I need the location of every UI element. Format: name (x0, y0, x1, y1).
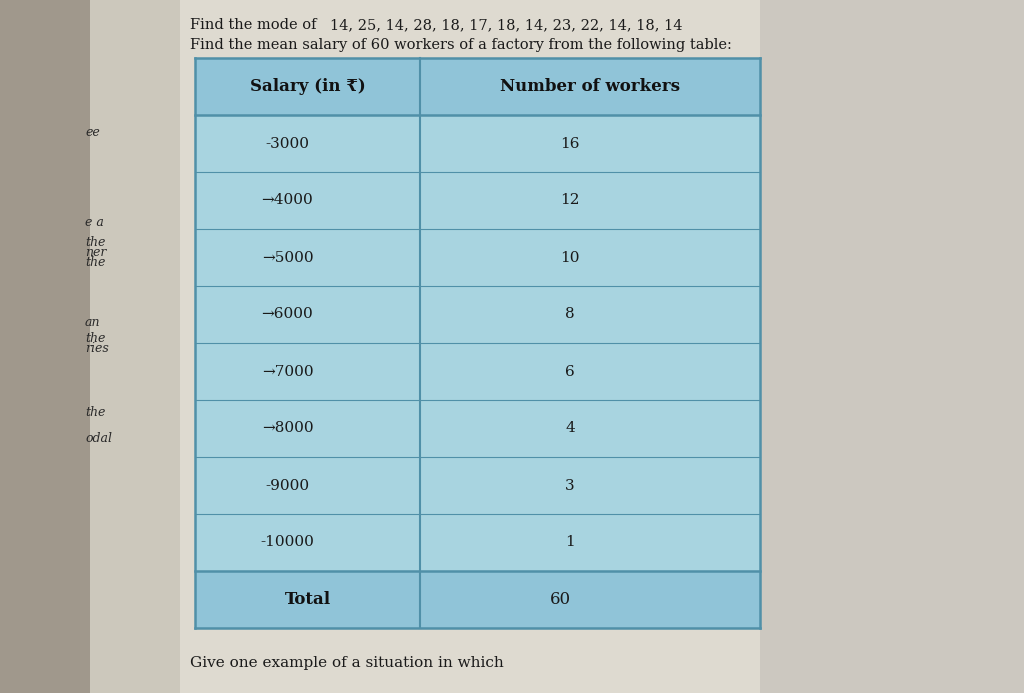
Text: Find the mean salary of 60 workers of a factory from the following table:: Find the mean salary of 60 workers of a … (190, 38, 732, 52)
Text: →6000: →6000 (261, 308, 313, 322)
Text: 6: 6 (565, 365, 574, 378)
Text: the: the (85, 331, 105, 344)
Text: →7000: →7000 (262, 365, 313, 378)
Text: Salary (in ₹): Salary (in ₹) (250, 78, 366, 95)
Text: an: an (85, 317, 100, 329)
Bar (0, 0, 90, 693)
Text: 10: 10 (560, 250, 580, 265)
Text: 16: 16 (560, 137, 580, 150)
Text: 60: 60 (550, 591, 570, 608)
Text: Give one example of a situation in which: Give one example of a situation in which (190, 656, 504, 670)
Text: -3000: -3000 (265, 137, 309, 150)
Text: 12: 12 (560, 193, 580, 207)
Text: 4: 4 (565, 421, 574, 435)
Text: e a: e a (85, 216, 103, 229)
Text: →5000: →5000 (262, 250, 313, 265)
Text: Find the mode of: Find the mode of (190, 18, 322, 32)
Bar (195, 571, 760, 628)
Bar (195, 58, 760, 628)
Bar (90, 0, 180, 693)
Text: Number of workers: Number of workers (500, 78, 680, 95)
Text: ner: ner (85, 247, 106, 259)
Text: ee: ee (85, 127, 99, 139)
Text: ries: ries (85, 342, 109, 355)
Text: 1: 1 (565, 536, 574, 550)
Bar (760, 0, 1024, 693)
Text: the: the (85, 407, 105, 419)
Text: 14, 25, 14, 28, 18, 17, 18, 14, 23, 22, 14, 18, 14: 14, 25, 14, 28, 18, 17, 18, 14, 23, 22, … (330, 18, 683, 32)
Text: Total: Total (285, 591, 331, 608)
Bar (195, 58, 760, 115)
Text: -9000: -9000 (265, 478, 309, 493)
Text: 3: 3 (565, 478, 574, 493)
Text: 8: 8 (565, 308, 574, 322)
Bar (180, 0, 1024, 693)
Text: →8000: →8000 (262, 421, 313, 435)
Text: the: the (85, 256, 105, 270)
Text: the: the (85, 236, 105, 249)
Text: -10000: -10000 (260, 536, 314, 550)
Text: →4000: →4000 (261, 193, 313, 207)
Text: odal: odal (85, 432, 112, 444)
